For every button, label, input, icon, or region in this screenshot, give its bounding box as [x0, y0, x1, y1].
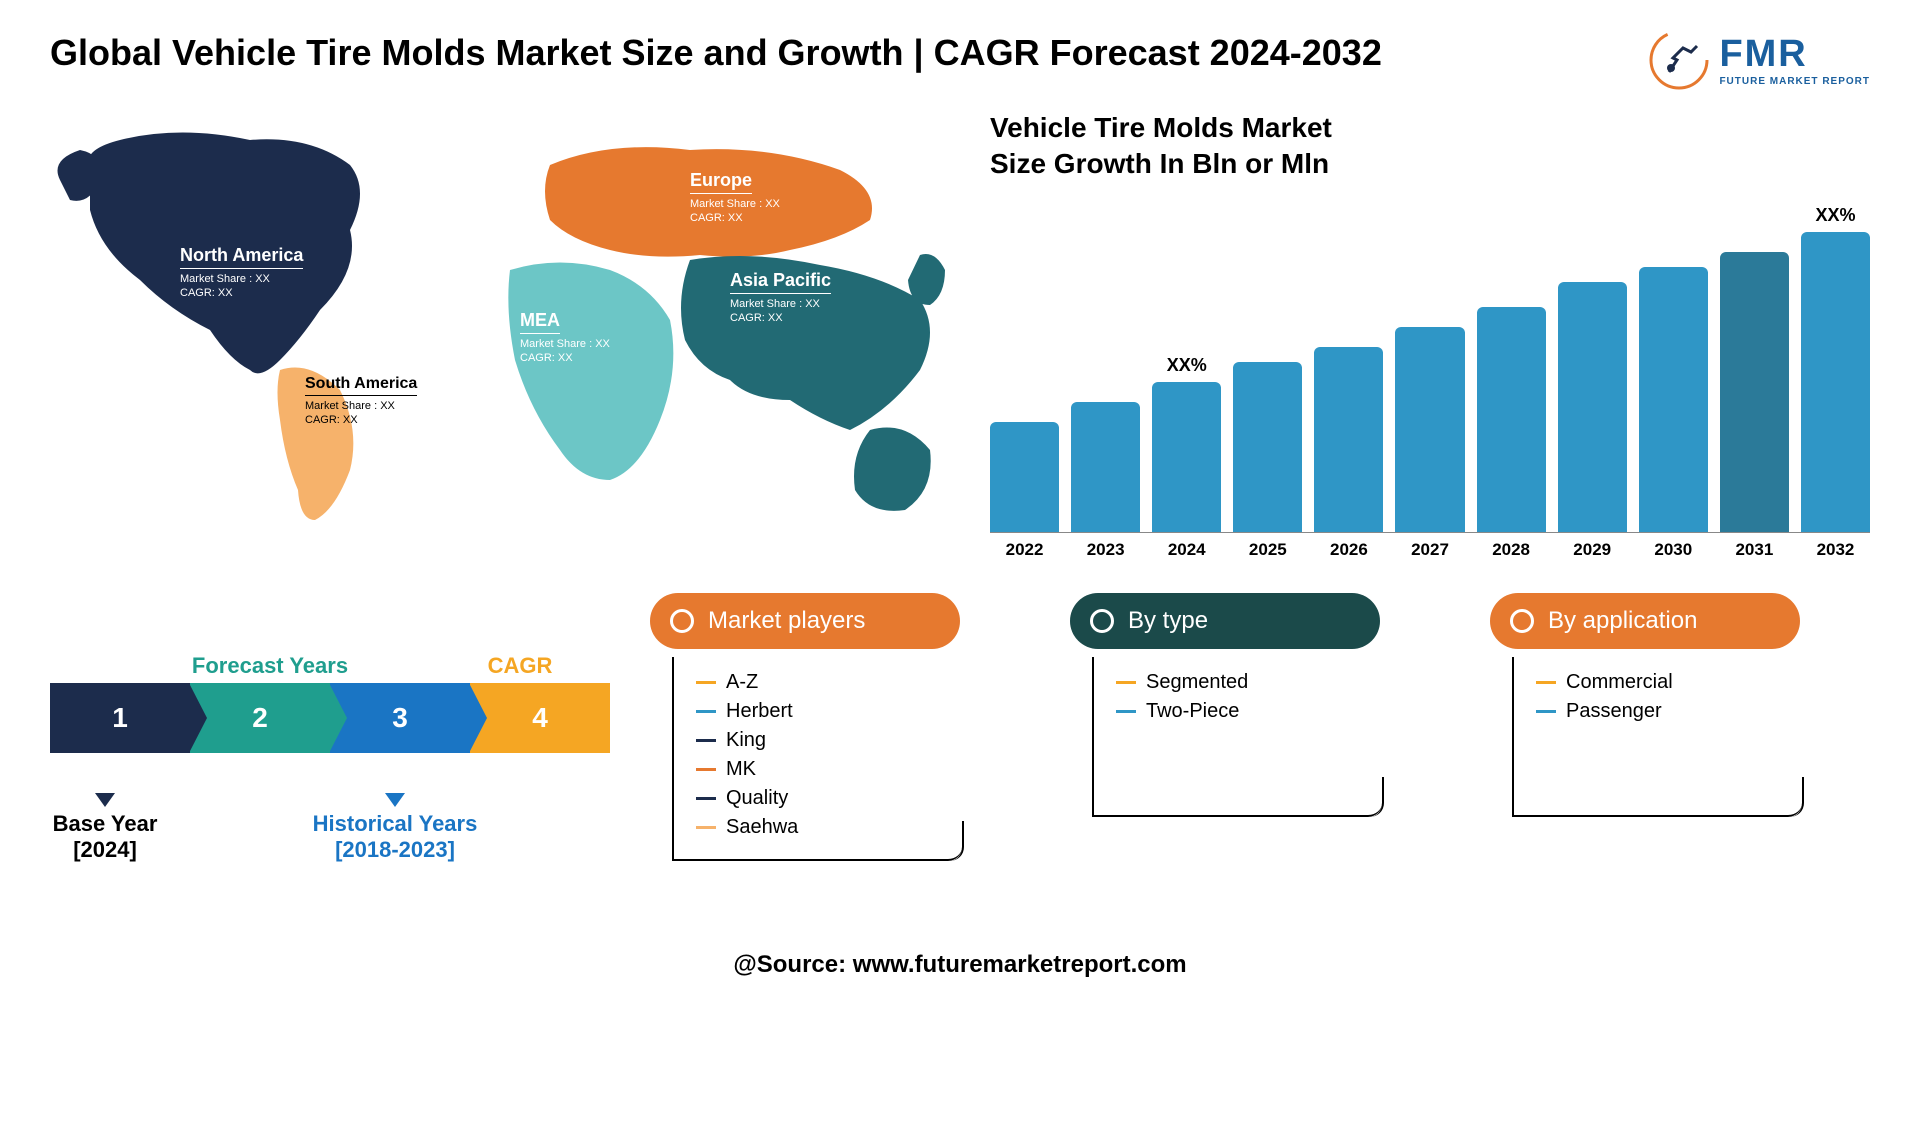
sa-cagr: CAGR: XX: [305, 413, 417, 427]
mea-title: MEA: [520, 310, 560, 334]
fmr-logo: FMR FUTURE MARKET REPORT: [1649, 30, 1870, 90]
list-item: King: [696, 729, 944, 752]
world-map: North America Market Share : XX CAGR: XX…: [50, 110, 950, 530]
ap-title: Asia Pacific: [730, 270, 831, 294]
by-type-section: By type Segmented Two-Piece: [1070, 593, 1450, 861]
timeline: Forecast Years[2024-2032] CAGRXX%% 1234 …: [50, 593, 610, 861]
list-item: Saehwa: [696, 816, 944, 839]
list-item: Quality: [696, 787, 944, 810]
region-mea: [508, 263, 673, 481]
page-title: Global Vehicle Tire Molds Market Size an…: [50, 30, 1382, 77]
bar-2025: 2025: [1233, 362, 1302, 532]
logo-main-text: FMR: [1719, 33, 1870, 76]
bar-2027: 2027: [1395, 327, 1464, 532]
market-players-header: Market players: [650, 593, 960, 649]
list-item: Segmented: [1116, 671, 1364, 694]
logo-icon: [1649, 30, 1709, 90]
historical-label: Historical Years[2018-2023]: [295, 793, 495, 864]
chart-title: Vehicle Tire Molds Market Size Growth In…: [990, 110, 1390, 183]
sa-share: Market Share : XX: [305, 399, 417, 413]
eu-cagr: CAGR: XX: [690, 211, 780, 225]
bar-2032: 2032XX%: [1801, 232, 1870, 532]
bar-2026: 2026: [1314, 347, 1383, 532]
list-item: Two-Piece: [1116, 700, 1364, 723]
bar-2029: 2029: [1558, 282, 1627, 532]
timeline-cell-1: 1: [50, 683, 190, 753]
list-item: Herbert: [696, 700, 944, 723]
bar-2028: 2028: [1477, 307, 1546, 532]
eu-title: Europe: [690, 170, 752, 194]
by-type-header: By type: [1070, 593, 1380, 649]
sa-title: South America: [305, 375, 417, 396]
bar-2031: 2031: [1720, 252, 1789, 532]
by-application-section: By application Commercial Passenger: [1490, 593, 1870, 861]
list-item: Passenger: [1536, 700, 1784, 723]
bar-2030: 2030: [1639, 267, 1708, 532]
bar-2024: 2024XX%: [1152, 382, 1221, 532]
list-item: MK: [696, 758, 944, 781]
source-text: @Source: www.futuremarketreport.com: [50, 951, 1870, 979]
na-share: Market Share : XX: [180, 272, 303, 286]
bar-2022: 2022: [990, 422, 1059, 532]
mea-share: Market Share : XX: [520, 337, 610, 351]
ap-cagr: CAGR: XX: [730, 311, 831, 325]
logo-sub-text: FUTURE MARKET REPORT: [1719, 76, 1870, 87]
by-application-header: By application: [1490, 593, 1800, 649]
market-players-section: Market players A-Z Herbert King MK Quality Sa…: [650, 593, 1030, 861]
ap-share: Market Share : XX: [730, 297, 831, 311]
timeline-cell-2: 2: [190, 683, 330, 753]
mea-cagr: CAGR: XX: [520, 351, 610, 365]
timeline-cell-4: 4: [470, 683, 610, 753]
list-item: Commercial: [1536, 671, 1784, 694]
na-cagr: CAGR: XX: [180, 286, 303, 300]
eu-share: Market Share : XX: [690, 197, 780, 211]
timeline-cell-3: 3: [330, 683, 470, 753]
growth-bar-chart: Vehicle Tire Molds Market Size Growth In…: [990, 110, 1870, 533]
list-item: A-Z: [696, 671, 944, 694]
bar-2023: 2023: [1071, 402, 1140, 532]
base-year-label: Base Year[2024]: [40, 793, 170, 864]
na-title: North America: [180, 245, 303, 269]
